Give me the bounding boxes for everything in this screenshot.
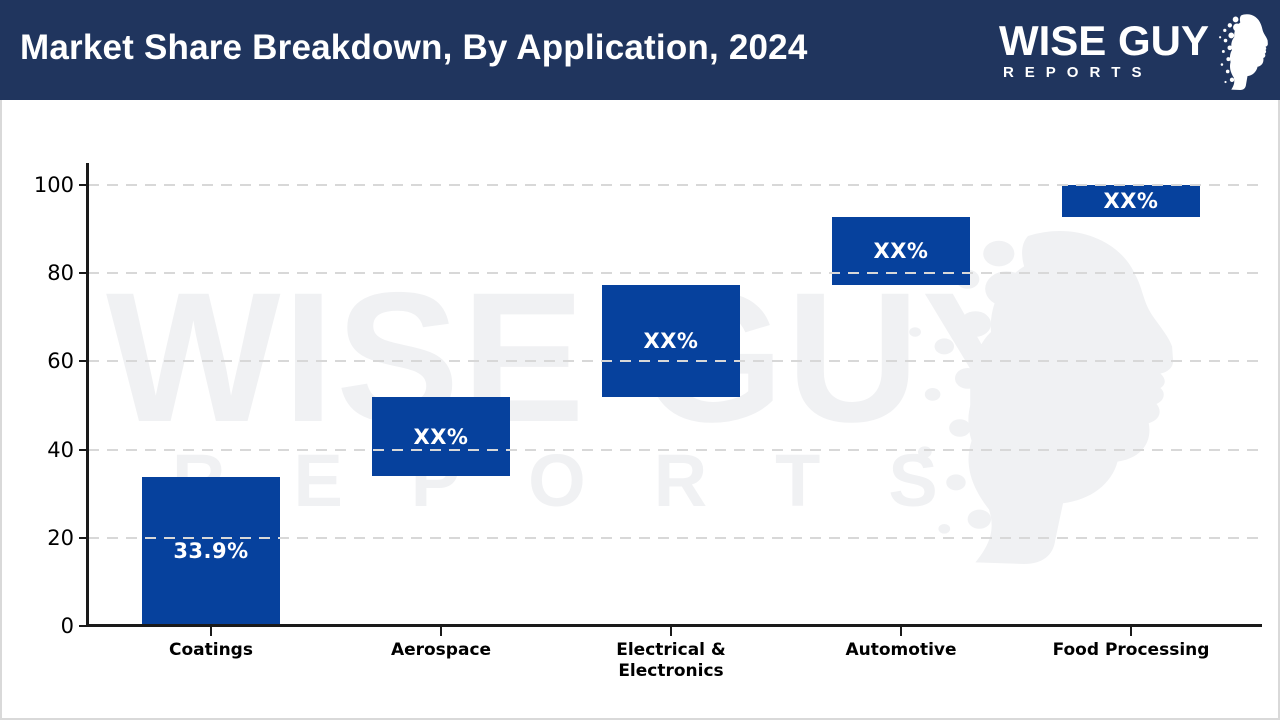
gridline-20: [88, 536, 1262, 539]
x-category-label: Food Processing: [1052, 640, 1210, 660]
x-tick-mark: [670, 627, 672, 636]
y-tick-mark: [79, 360, 88, 363]
gridline-100: [88, 184, 1262, 186]
x-category-label: Electrical & Electronics: [616, 640, 726, 681]
x-tick-mark: [440, 627, 442, 636]
bar-value-label: XX%: [873, 239, 929, 264]
x-category-label: Coatings: [169, 640, 253, 660]
y-axis: [86, 163, 89, 627]
y-tick-label: 40: [47, 437, 74, 462]
logo-wordmark: WISE GUY: [998, 17, 1209, 64]
brand-logo-text: WISE GUY REPORTS: [998, 17, 1209, 81]
y-tick-label: 100: [33, 173, 74, 197]
bar-value-label: 33.9%: [173, 539, 249, 564]
page-title: Market Share Breakdown, By Application, …: [20, 28, 808, 67]
watermark-wordmark: WISE GUY: [106, 255, 1048, 461]
logo-head-icon: [1214, 10, 1268, 90]
y-tick-mark: [79, 448, 88, 451]
bar-value-label: XX%: [643, 328, 699, 353]
brand-logo: WISE GUY REPORTS: [999, 0, 1268, 100]
bar-value-label: XX%: [413, 424, 469, 449]
y-tick-label: 60: [47, 349, 74, 374]
y-tick-mark: [79, 184, 88, 186]
bar-3: [602, 285, 740, 397]
y-tick-label: 80: [47, 261, 74, 286]
x-tick-mark: [210, 627, 212, 636]
gridline-40: [88, 448, 1262, 451]
y-tick-mark: [79, 536, 88, 539]
bar-1: [142, 476, 280, 626]
y-tick-mark: [79, 625, 88, 627]
watermark-subtitle: REPORTS: [172, 439, 1006, 522]
x-category-label: Automotive: [845, 640, 957, 660]
x-category-label: Aerospace: [390, 640, 492, 660]
gridline-60: [88, 360, 1262, 363]
bar-5: [1062, 185, 1200, 218]
x-axis: [88, 624, 1262, 627]
x-tick-mark: [1130, 627, 1132, 636]
bar-2: [372, 396, 510, 477]
y-tick-mark: [79, 272, 88, 275]
gridline-80: [88, 272, 1262, 275]
y-tick-label: 20: [47, 525, 74, 550]
x-tick-mark: [900, 627, 902, 636]
header: Market Share Breakdown, By Application, …: [0, 0, 1280, 100]
bar-value-label: XX%: [1103, 189, 1159, 214]
y-tick-label: 0: [60, 614, 74, 638]
logo-subtitle: REPORTS: [1002, 64, 1153, 81]
